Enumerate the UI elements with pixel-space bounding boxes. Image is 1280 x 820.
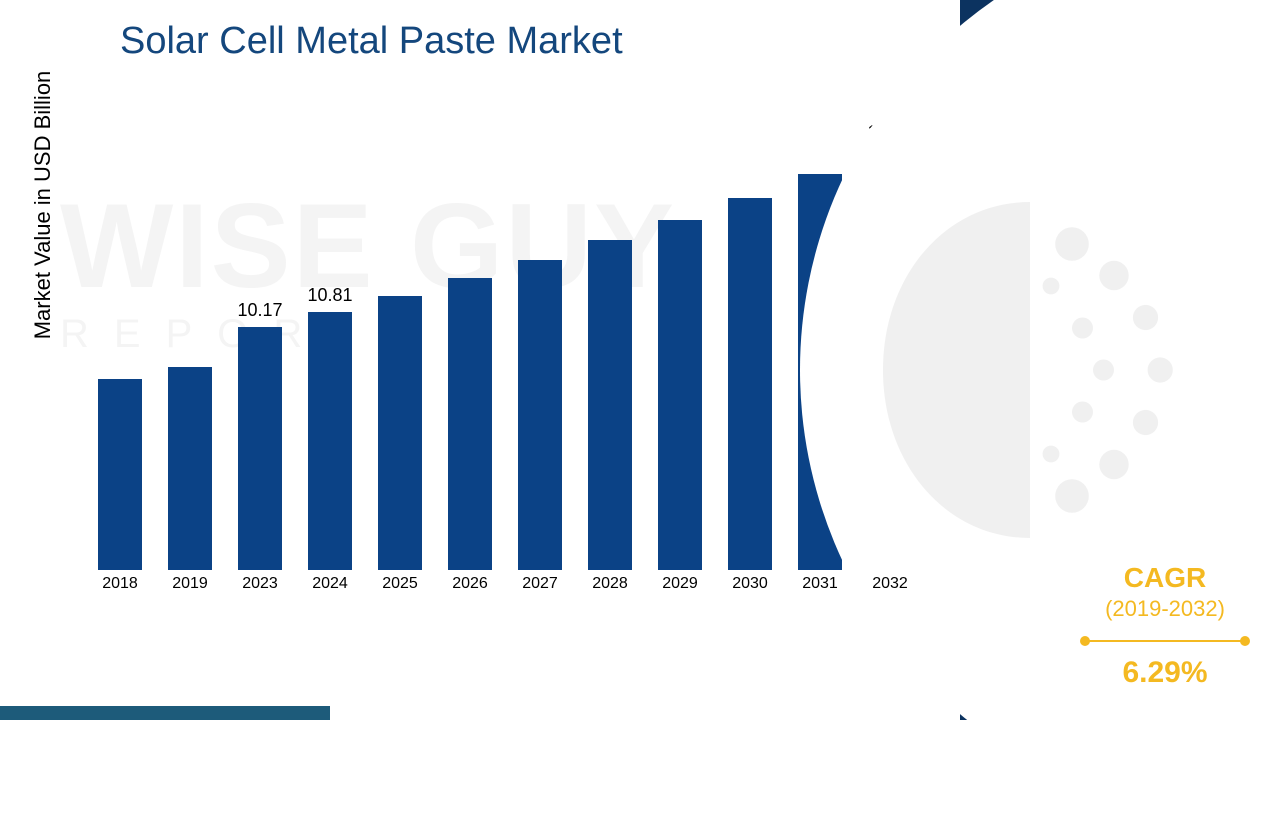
cagr-block: CAGR (2019-2032) 6.29% xyxy=(1050,562,1280,690)
bar-group xyxy=(715,140,785,570)
brand-logo: WISE GUY REPORTS xyxy=(990,20,1250,76)
cagr-divider-line xyxy=(1085,640,1245,642)
bottom-accent-bar xyxy=(0,706,330,720)
bar-group xyxy=(435,140,505,570)
bar xyxy=(308,312,352,570)
bar xyxy=(98,379,142,570)
x-axis-label: 2024 xyxy=(295,575,365,593)
bar xyxy=(168,367,212,570)
bar xyxy=(518,260,562,570)
bar-value-label: 10.17 xyxy=(237,300,282,321)
bar-group xyxy=(365,140,435,570)
x-axis-label: 2026 xyxy=(435,575,505,593)
bar xyxy=(238,327,282,570)
logo-main-text: WISE GUY xyxy=(990,20,1250,62)
bar xyxy=(658,220,702,570)
bar xyxy=(588,240,632,570)
bar-group xyxy=(155,140,225,570)
logo-sub-text: REPORTS xyxy=(990,60,1250,76)
y-axis-label: Market Value in USD Billion xyxy=(30,30,56,380)
bar-group xyxy=(645,140,715,570)
bar-group xyxy=(505,140,575,570)
bar-value-label: 10.81 xyxy=(307,285,352,306)
x-axis-label: 2030 xyxy=(715,575,785,593)
bar xyxy=(448,278,492,570)
bar-group xyxy=(575,140,645,570)
x-axis-label: 2027 xyxy=(505,575,575,593)
chart-title: Solar Cell Metal Paste Market xyxy=(120,20,623,63)
bar-group: 10.81 xyxy=(295,140,365,570)
bar xyxy=(728,198,772,570)
x-axis-label: 2028 xyxy=(575,575,645,593)
x-axis-label: 2032 xyxy=(855,575,925,593)
x-axis-label: 2029 xyxy=(645,575,715,593)
cagr-value: 6.29% xyxy=(1050,656,1280,690)
bar-group xyxy=(85,140,155,570)
cagr-label: CAGR xyxy=(1050,562,1280,594)
bar-container: 10.1710.8117.61 xyxy=(85,140,925,570)
bar-group: 10.17 xyxy=(225,140,295,570)
bar xyxy=(378,296,422,570)
logo-head-icon xyxy=(1220,45,1280,105)
x-axis-label: 2031 xyxy=(785,575,855,593)
plot-area: 10.1710.8117.61 xyxy=(85,140,925,570)
cagr-period: (2019-2032) xyxy=(1050,596,1280,622)
x-axis-label: 2019 xyxy=(155,575,225,593)
x-axis-label: 2023 xyxy=(225,575,295,593)
x-axis-label: 2025 xyxy=(365,575,435,593)
x-axis-labels: 2018201920232024202520262027202820292030… xyxy=(85,575,925,593)
x-axis-label: 2018 xyxy=(85,575,155,593)
